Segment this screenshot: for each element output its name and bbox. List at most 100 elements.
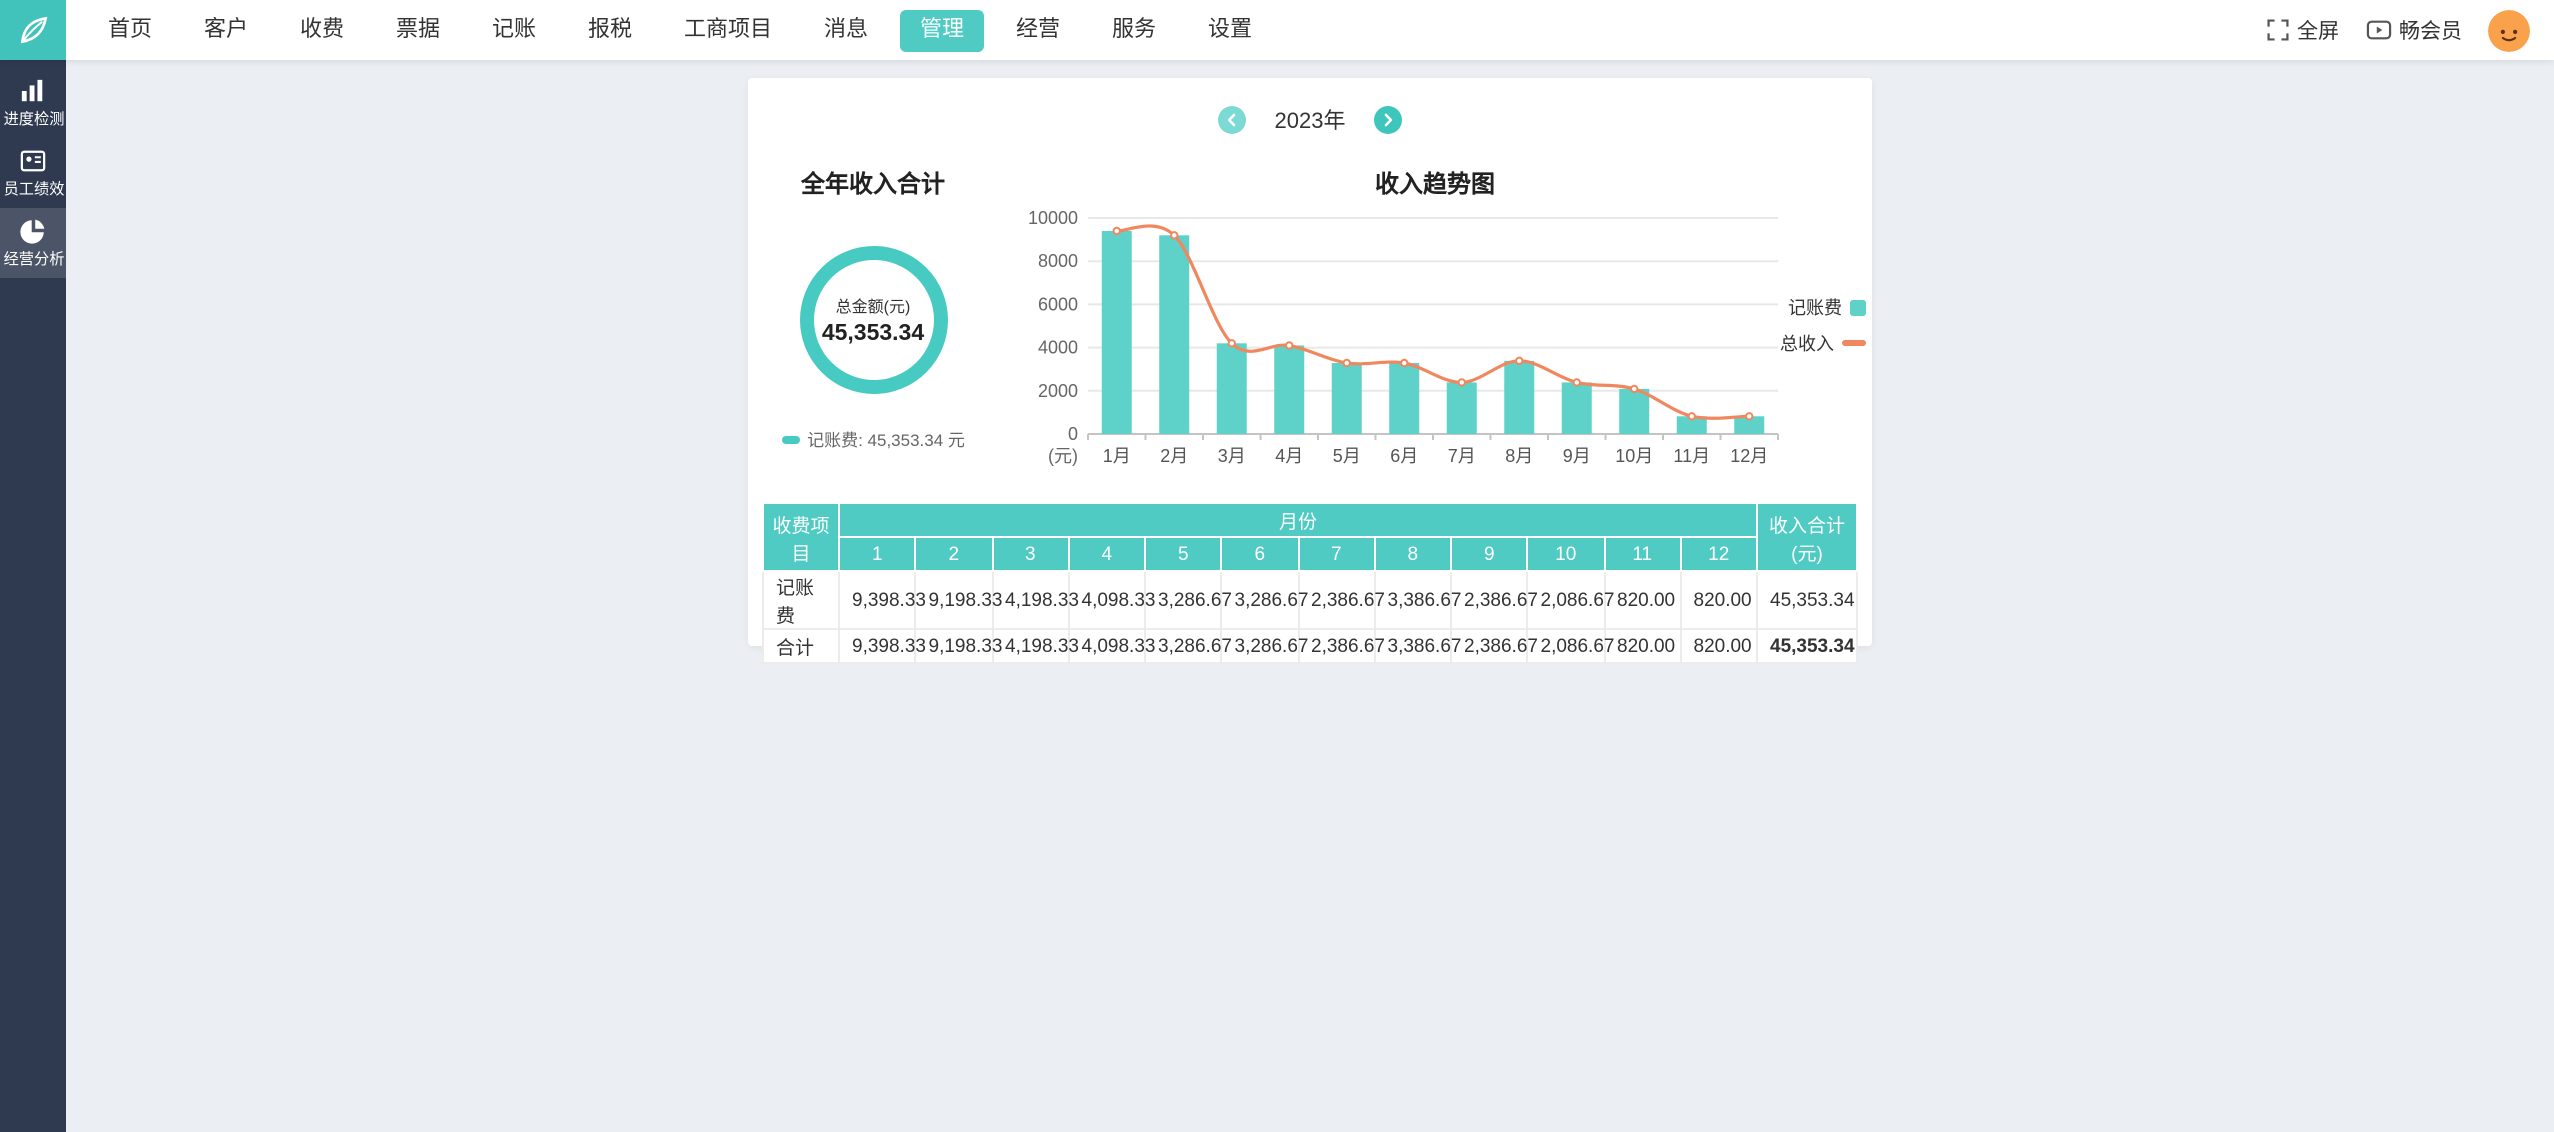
legend-label: 记账费 bbox=[1787, 298, 1842, 318]
annual-income-card: 2023年 全年收入合计 总金额(元) 45,353.34 bbox=[748, 78, 1872, 664]
month-value-cell: 9,398.33 bbox=[837, 570, 926, 630]
col-header-month-2: 2 bbox=[914, 536, 994, 572]
month-value-cell: 820.00 bbox=[1679, 570, 1759, 630]
donut-legend[interactable]: 记账费: 45,353.34 元 bbox=[748, 428, 998, 452]
trend-title: 收入趋势图 bbox=[1374, 170, 1495, 198]
legend-label: 总收入 bbox=[1779, 334, 1834, 354]
col-header-month-12: 12 bbox=[1679, 536, 1759, 572]
month-value-cell: 9,198.33 bbox=[914, 628, 1002, 664]
svg-text:4月: 4月 bbox=[1275, 446, 1303, 466]
member-label: 畅会员 bbox=[2399, 19, 2462, 43]
month-value-cell: 2,386.67 bbox=[1296, 628, 1385, 664]
col-header-month-3: 3 bbox=[990, 536, 1070, 572]
svg-text:8000: 8000 bbox=[1038, 251, 1078, 271]
summary-title: 全年收入合计 bbox=[800, 170, 945, 198]
svg-text:(元): (元) bbox=[1048, 446, 1078, 466]
menu-item-fees[interactable]: 收费 bbox=[300, 18, 344, 42]
menu-item-home[interactable]: 首页 bbox=[108, 18, 152, 42]
sidebar-item-label: 进度检测 bbox=[2, 110, 64, 128]
month-value-cell: 9,398.33 bbox=[837, 628, 926, 664]
year-label: 2023年 bbox=[1274, 110, 1346, 134]
menu-item-management[interactable]: 管理 bbox=[900, 9, 984, 51]
menu-item-tax-filing[interactable]: 报税 bbox=[588, 18, 632, 42]
sidebar-item-progress-check[interactable]: 进度检测 bbox=[0, 68, 66, 138]
donut-legend-label: 记账费: 45,353.34 元 bbox=[807, 430, 965, 450]
main-content: 2023年 全年收入合计 总金额(元) 45,353.34 bbox=[66, 60, 2554, 1132]
month-value-cell: 2,386.67 bbox=[1449, 570, 1538, 630]
month-value-cell: 4,098.33 bbox=[1067, 628, 1155, 664]
chart-legend: 记账费总收入 bbox=[1780, 294, 1866, 356]
svg-text:6000: 6000 bbox=[1038, 294, 1078, 314]
svg-text:2月: 2月 bbox=[1160, 446, 1188, 466]
fullscreen-button[interactable]: 全屏 bbox=[2265, 15, 2339, 45]
month-value-cell: 820.00 bbox=[1602, 570, 1682, 630]
menu-item-invoices[interactable]: 票据 bbox=[396, 18, 440, 42]
sidebar-item-label: 经营分析 bbox=[2, 250, 64, 268]
svg-text:0: 0 bbox=[1068, 424, 1078, 444]
row-label: 合计 bbox=[762, 628, 840, 664]
col-header-month-10: 10 bbox=[1526, 536, 1606, 572]
trend-chart: 0 2000 4000 6000 8000 10000 (元) 1月 2月 3月 4月 5月 6月 7月 8… bbox=[1028, 210, 1779, 466]
menu-item-settings[interactable]: 设置 bbox=[1208, 18, 1252, 42]
chevron-right-icon bbox=[1384, 113, 1392, 127]
month-value-cell: 2,086.67 bbox=[1526, 570, 1614, 630]
sidebar: 进度检测 员工绩效 经营分析 bbox=[0, 60, 66, 1132]
chevron-left-icon bbox=[1228, 113, 1236, 127]
income-table: 收费项目 月份 收入合计(元) 1 2 3 4 5 6 7 8 9 10 11 12 记账费 9,398.33… bbox=[762, 502, 1858, 664]
svg-text:11月: 11月 bbox=[1673, 446, 1710, 466]
sidebar-item-business-analysis[interactable]: 经营分析 bbox=[0, 208, 66, 278]
topbar: 首页 客户 收费 票据 记账 报税 工商项目 消息 管理 经营 服务 设置 全屏 畅会员 bbox=[0, 0, 2554, 60]
col-header-month-8: 8 bbox=[1373, 536, 1453, 572]
legend-item-bookkeeping-fee[interactable]: 记账费 bbox=[1788, 294, 1866, 320]
month-value-cell: 4,198.33 bbox=[990, 628, 1079, 664]
donut-label: 总金额(元) bbox=[835, 297, 911, 315]
svg-text:4000: 4000 bbox=[1038, 338, 1078, 358]
sidebar-item-employee-performance[interactable]: 员工绩效 bbox=[0, 138, 66, 208]
avatar-icon bbox=[2488, 9, 2530, 51]
next-year-button[interactable] bbox=[1373, 106, 1402, 134]
legend-line-marker bbox=[1842, 340, 1866, 346]
table-row-total: 合计 9,398.33 9,198.33 4,198.33 4,098.33 3,286.… bbox=[762, 628, 1858, 664]
donut-total-value: 45,353.34 bbox=[821, 321, 925, 345]
fullscreen-icon bbox=[2266, 19, 2288, 41]
svg-text:7月: 7月 bbox=[1448, 446, 1476, 466]
menu-item-business-projects[interactable]: 工商项目 bbox=[684, 18, 772, 42]
col-header-item: 收费项目 bbox=[762, 502, 840, 572]
member-video-icon bbox=[2365, 20, 2391, 40]
svg-text:6月: 6月 bbox=[1390, 446, 1418, 466]
year-nav: 2023年 bbox=[748, 78, 1872, 136]
menu-item-services[interactable]: 服务 bbox=[1112, 18, 1156, 42]
month-value-cell: 3,386.67 bbox=[1373, 570, 1461, 630]
month-value-cell: 2,386.67 bbox=[1296, 570, 1385, 630]
col-header-month-7: 7 bbox=[1296, 536, 1376, 572]
chart-panels: 全年收入合计 总金额(元) 45,353.34 记账费: 45,353.34 元… bbox=[748, 166, 1872, 474]
month-value-cell: 3,286.67 bbox=[1143, 570, 1232, 630]
income-table-head: 收费项目 月份 收入合计(元) 1 2 3 4 5 6 7 8 9 10 11 12 bbox=[762, 502, 1858, 572]
member-button[interactable]: 畅会员 bbox=[2365, 15, 2462, 45]
income-table-body: 记账费 9,398.33 9,198.33 4,198.33 4,098.33 3,286… bbox=[762, 570, 1858, 664]
menu-item-customers[interactable]: 客户 bbox=[204, 18, 248, 42]
row-total-cell: 45,353.34 bbox=[1756, 570, 1858, 630]
svg-text:2000: 2000 bbox=[1038, 381, 1078, 401]
legend-bar-marker bbox=[1850, 299, 1866, 315]
logo[interactable] bbox=[0, 0, 66, 60]
month-value-cell: 3,286.67 bbox=[1143, 628, 1232, 664]
col-header-total: 收入合计(元) bbox=[1756, 502, 1858, 572]
col-header-month-group: 月份 bbox=[838, 502, 1758, 538]
table-row-bookkeeping-fee: 记账费 9,398.33 9,198.33 4,198.33 4,098.33 3,286… bbox=[762, 570, 1858, 630]
svg-text:12月: 12月 bbox=[1730, 446, 1768, 466]
legend-item-total-income[interactable]: 总收入 bbox=[1780, 330, 1866, 356]
layout: 进度检测 员工绩效 经营分析 bbox=[0, 60, 2554, 1132]
menu-item-operation[interactable]: 经营 bbox=[1016, 18, 1060, 42]
svg-text:9月: 9月 bbox=[1563, 446, 1591, 466]
svg-text:5月: 5月 bbox=[1333, 446, 1361, 466]
sidebar-item-label: 员工绩效 bbox=[2, 180, 64, 198]
avatar[interactable] bbox=[2488, 9, 2530, 51]
menu-item-messages[interactable]: 消息 bbox=[824, 18, 868, 42]
menu-item-bookkeeping[interactable]: 记账 bbox=[492, 18, 536, 42]
month-value-cell: 3,386.67 bbox=[1373, 628, 1461, 664]
col-header-month-9: 9 bbox=[1449, 536, 1529, 572]
topbar-right: 全屏 畅会员 bbox=[2265, 9, 2554, 51]
prev-year-button[interactable] bbox=[1218, 106, 1247, 134]
